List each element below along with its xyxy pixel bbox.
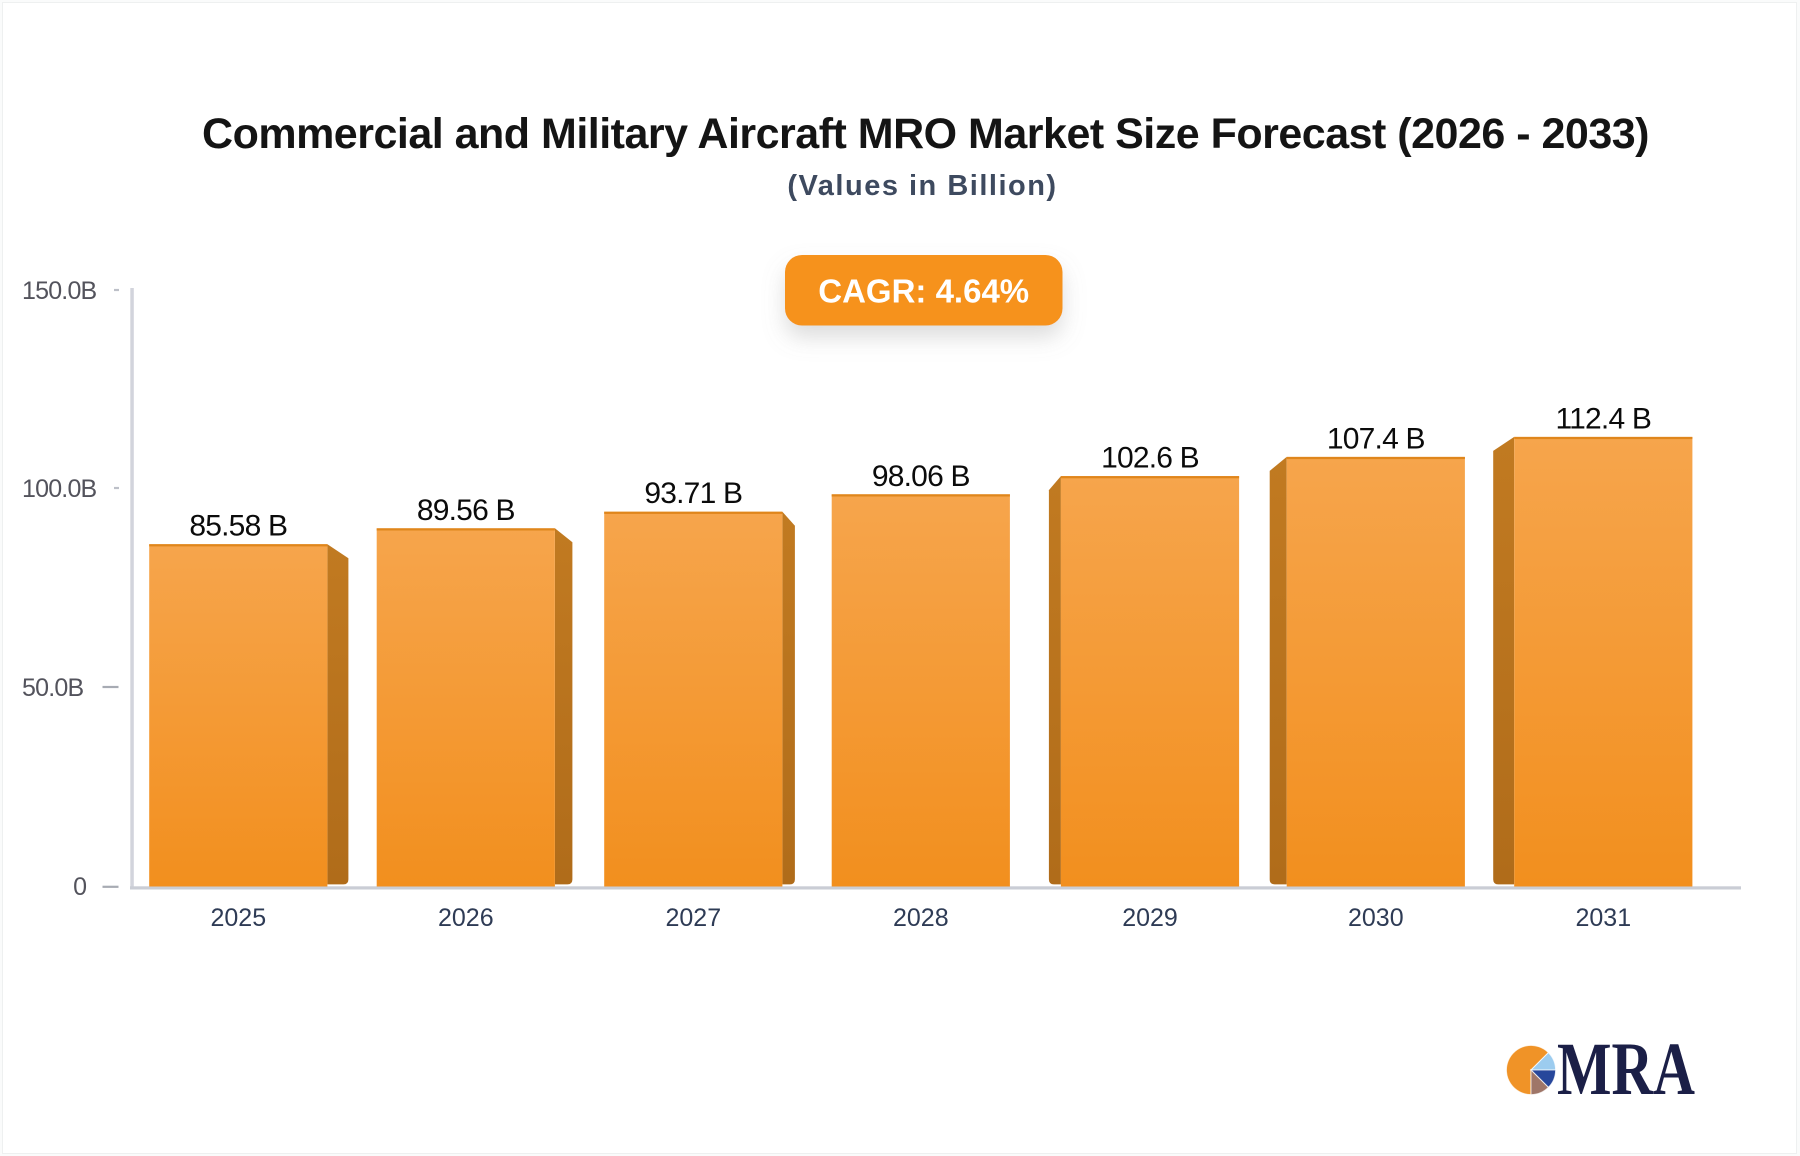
svg-text:100.0B: 100.0B bbox=[22, 475, 97, 503]
svg-text:107.4 B: 107.4 B bbox=[1327, 422, 1425, 455]
svg-text:98.06 B: 98.06 B bbox=[872, 460, 970, 493]
svg-text:50.0B: 50.0B bbox=[22, 674, 83, 702]
svg-text:Commercial and Military Aircra: Commercial and Military Aircraft MRO Mar… bbox=[202, 110, 1649, 158]
svg-text:2026: 2026 bbox=[438, 904, 494, 932]
svg-text:0: 0 bbox=[73, 873, 87, 901]
svg-text:2027: 2027 bbox=[665, 904, 721, 932]
svg-text:MRA: MRA bbox=[1557, 1028, 1695, 1111]
svg-text:112.4 B: 112.4 B bbox=[1556, 402, 1652, 435]
svg-text:(Values in Billion): (Values in Billion) bbox=[787, 170, 1057, 202]
svg-text:102.6 B: 102.6 B bbox=[1101, 442, 1199, 475]
svg-text:85.58 B: 85.58 B bbox=[189, 510, 287, 543]
svg-text:150.0B: 150.0B bbox=[22, 277, 97, 305]
svg-text:93.71 B: 93.71 B bbox=[644, 477, 742, 510]
svg-text:89.56 B: 89.56 B bbox=[417, 494, 515, 527]
svg-text:2025: 2025 bbox=[210, 904, 266, 932]
svg-text:2029: 2029 bbox=[1122, 904, 1178, 932]
svg-text:CAGR: 4.64%: CAGR: 4.64% bbox=[818, 273, 1029, 310]
svg-text:2028: 2028 bbox=[893, 904, 949, 932]
svg-text:2031: 2031 bbox=[1575, 904, 1631, 932]
svg-text:2030: 2030 bbox=[1348, 904, 1404, 932]
